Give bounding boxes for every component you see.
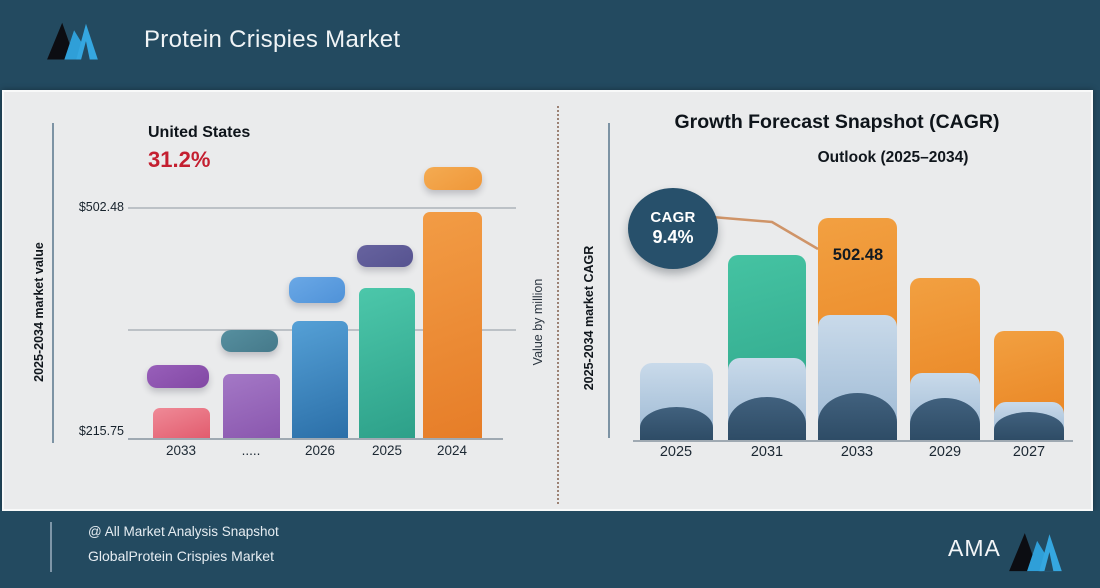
right-chart-title: Growth Forecast Snapshot (CAGR) xyxy=(674,111,1000,133)
footer-brand-text: AMA xyxy=(948,535,1001,561)
footer-text-2: GlobalProtein Crispies Market xyxy=(88,548,274,564)
page-title: Protein Crispies Market xyxy=(144,26,401,53)
stacked-bar-2025 xyxy=(640,363,713,440)
bar-2026 xyxy=(292,321,348,438)
stacked-bar-2029 xyxy=(910,278,980,440)
cap-2033 xyxy=(147,365,209,388)
cap-2025 xyxy=(357,245,413,267)
region-value: 31.2% xyxy=(148,147,211,172)
segment-navy xyxy=(818,393,897,440)
cagr-badge-label: CAGR xyxy=(650,209,696,226)
left-y-axis-line xyxy=(52,123,54,443)
value-axis-label: Value by million xyxy=(531,278,545,366)
left-ytick-bottom: $215.75 xyxy=(78,424,124,438)
right-x-axis-line xyxy=(633,440,1073,442)
right-xtick-2025: 2025 xyxy=(659,444,693,460)
segment-navy xyxy=(640,407,713,440)
right-y-axis-line xyxy=(608,123,610,438)
right-y-axis-label: 2025-2034 market CAGR xyxy=(582,245,596,391)
cagr-connector-line xyxy=(711,215,819,251)
panel-divider xyxy=(557,106,559,504)
stacked-bar-2031 xyxy=(728,255,806,440)
left-x-axis-line xyxy=(128,438,503,440)
segment-navy xyxy=(728,397,806,440)
segment-navy xyxy=(910,398,980,440)
header-band: Protein Crispies Market xyxy=(0,0,1100,90)
bar-dots xyxy=(223,374,280,438)
ama-logo-icon xyxy=(47,22,98,60)
bar-2033 xyxy=(153,408,210,438)
footer-divider-line xyxy=(50,522,52,572)
left-xtick-2026: 2026 xyxy=(304,443,336,458)
footer-ama-logo-icon xyxy=(1009,533,1062,572)
footer-band xyxy=(0,511,1100,588)
right-xtick-2029: 2029 xyxy=(928,444,962,460)
left-xtick-2033: 2033 xyxy=(165,443,197,458)
stacked-bar-2027 xyxy=(994,331,1064,440)
bar-2024 xyxy=(423,212,482,438)
cagr-badge-value: 9.4% xyxy=(652,227,694,247)
left-xtick-dots: ..... xyxy=(241,443,261,458)
left-ytick-top: $502.48 xyxy=(78,200,124,214)
cagr-badge: CAGR 9.4% xyxy=(628,188,718,269)
left-y-axis-label: 2025-2034 market value xyxy=(32,242,46,382)
stacked-bar-2033 xyxy=(818,218,897,440)
region-label: United States xyxy=(148,124,251,141)
cap-2024 xyxy=(424,167,482,190)
footer-text-1: @ All Market Analysis Snapshot xyxy=(88,524,279,539)
left-xtick-2024: 2024 xyxy=(436,443,468,458)
right-xtick-2033: 2033 xyxy=(840,444,874,460)
cap-2026 xyxy=(289,277,345,303)
right-xtick-2031: 2031 xyxy=(750,444,784,460)
right-chart-subtitle: Outlook (2025–2034) xyxy=(817,149,969,166)
bar-value-label: 502.48 xyxy=(832,246,884,264)
bar-2025 xyxy=(359,288,415,438)
left-xtick-2025: 2025 xyxy=(371,443,403,458)
cap-dots xyxy=(221,330,278,352)
segment-navy xyxy=(994,412,1064,440)
gridline-top xyxy=(128,207,516,209)
right-xtick-2027: 2027 xyxy=(1012,444,1046,460)
